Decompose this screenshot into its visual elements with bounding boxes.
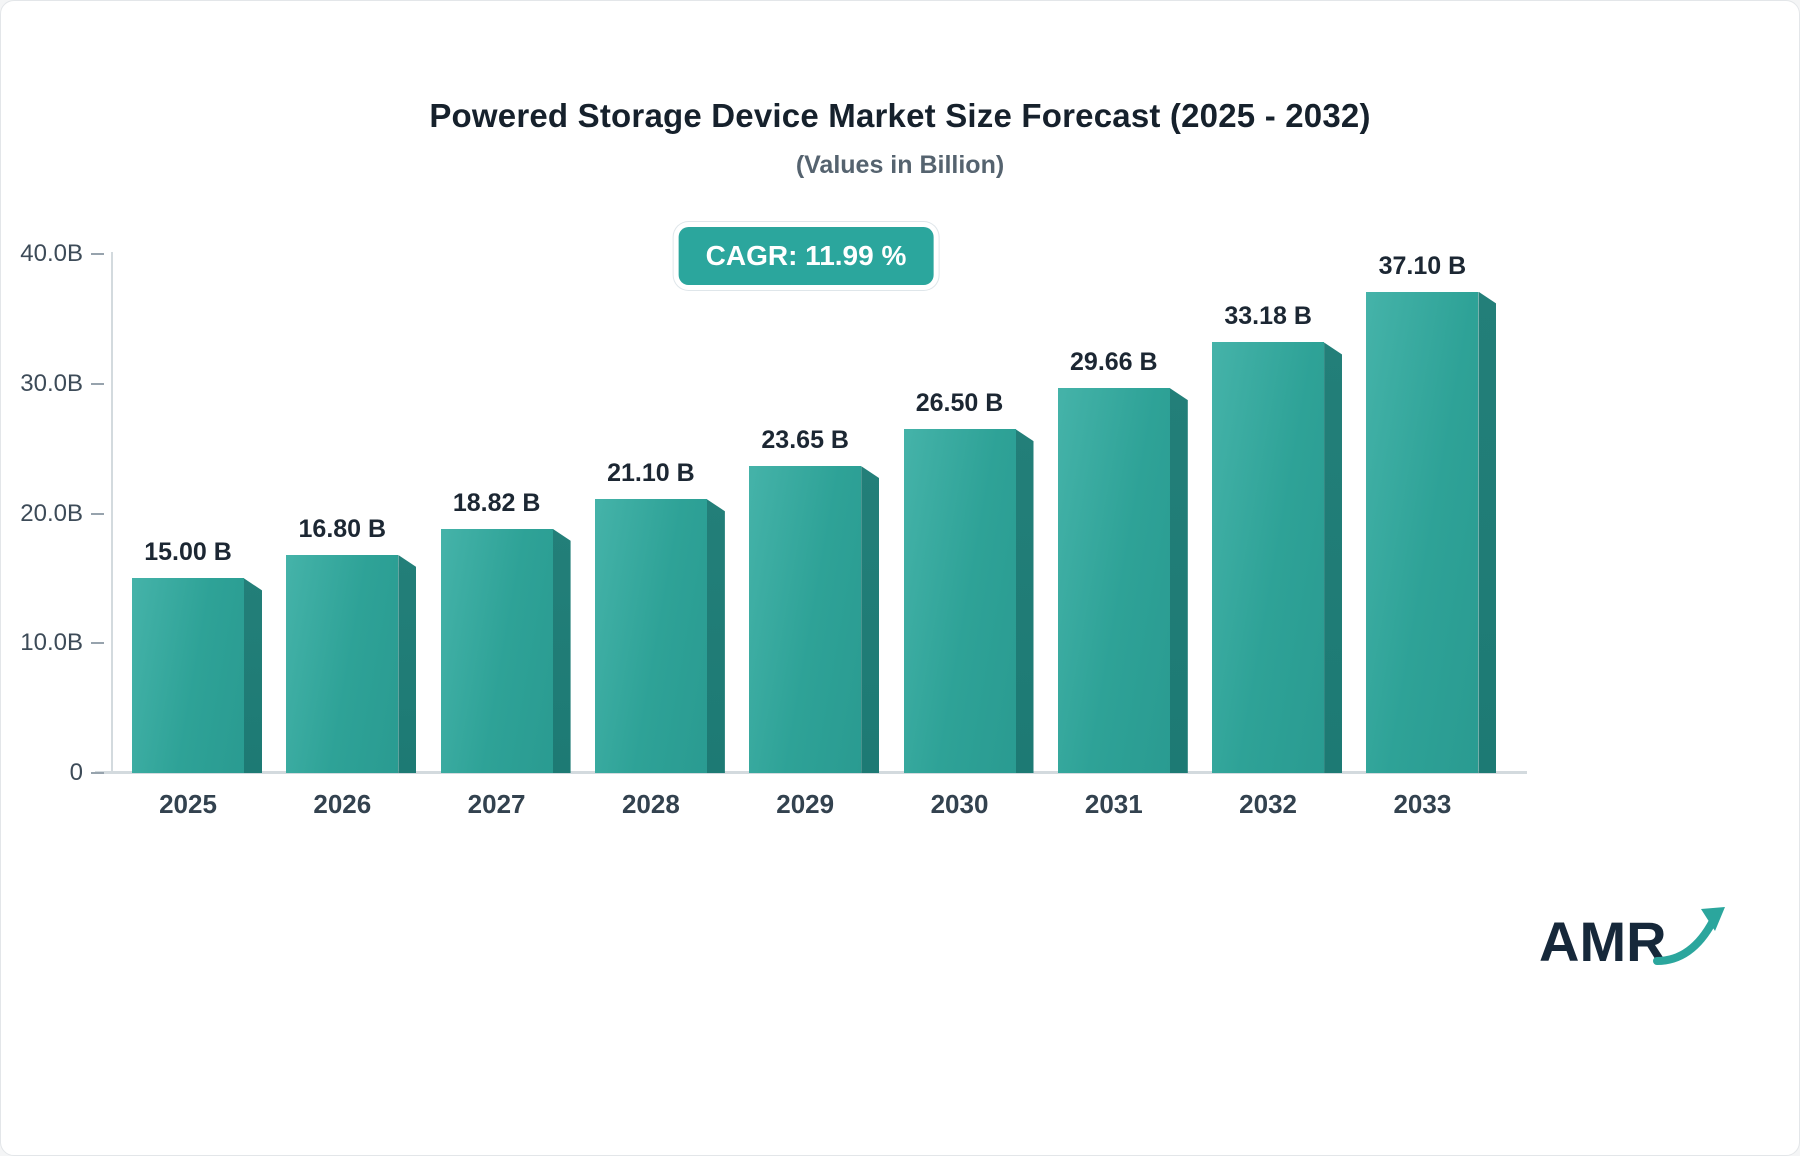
bar-side-2026 [398, 555, 417, 773]
y-tick-label: 10.0B [20, 629, 83, 657]
bar-value-label: 21.10 B [607, 459, 695, 488]
y-tick-label: 20.0B [20, 499, 83, 527]
bar-value-label: 15.00 B [144, 538, 232, 567]
y-tick-label: 40.0B [20, 240, 83, 267]
bar-2032 [1212, 342, 1325, 773]
bar-2033 [1366, 291, 1479, 773]
bar-side-2027 [552, 528, 571, 773]
bar-side-2029 [861, 466, 880, 773]
x-axis-label: 2026 [313, 789, 372, 819]
bar-2028 [594, 499, 707, 773]
bar-value-label: 26.50 B [915, 389, 1004, 418]
bar-value-label: 33.18 B [1224, 302, 1312, 331]
amr-logo: AMR [1539, 903, 1741, 970]
x-axis-label: 2029 [776, 789, 835, 819]
growth-arrow-icon [1652, 905, 1727, 972]
bar-2029 [749, 466, 862, 773]
y-tick-mark [91, 382, 104, 385]
bar-2031 [1057, 388, 1170, 773]
x-axis-label: 2032 [1239, 789, 1298, 819]
x-axis-label: 2028 [621, 789, 680, 819]
bar-side-2033 [1478, 291, 1497, 773]
x-axis-label: 2030 [930, 789, 989, 819]
y-tick-mark [91, 253, 104, 255]
x-axis-label: 2031 [1084, 789, 1143, 819]
y-tick-mark [91, 512, 104, 515]
y-axis-line [111, 252, 113, 773]
cagr-badge: CAGR: 11.99 % [678, 227, 934, 285]
amr-logo-text: AMR [1539, 910, 1667, 973]
y-tick-label: 30.0B [20, 369, 83, 397]
y-tick-mark [91, 642, 104, 645]
chart-subtitle: (Values in Billion) [795, 151, 1005, 179]
bar-side-2028 [706, 499, 725, 773]
bar-side-2032 [1324, 342, 1343, 773]
bar-side-2025 [244, 578, 262, 773]
bar-2025 [132, 578, 244, 773]
bar-value-label: 29.66 B [1070, 348, 1158, 377]
chart-title: Powered Storage Device Market Size Forec… [429, 97, 1371, 134]
bar-value-label: 16.80 B [298, 515, 387, 544]
x-axis-label: 2027 [467, 789, 526, 819]
y-tick-mark [91, 772, 104, 774]
bar-2026 [286, 555, 399, 773]
y-tick-label: 0 [69, 759, 83, 786]
bar-side-2030 [1015, 429, 1034, 773]
bar-value-label: 18.82 B [452, 488, 541, 517]
bar-value-label: 23.65 B [761, 426, 849, 455]
bar-2027 [440, 528, 553, 773]
x-axis-label: 2025 [159, 789, 217, 819]
bar-value-label: 37.10 B [1378, 251, 1467, 280]
bar-side-2031 [1169, 388, 1188, 773]
x-axis-label: 2033 [1393, 789, 1452, 819]
bar-2030 [903, 429, 1016, 773]
